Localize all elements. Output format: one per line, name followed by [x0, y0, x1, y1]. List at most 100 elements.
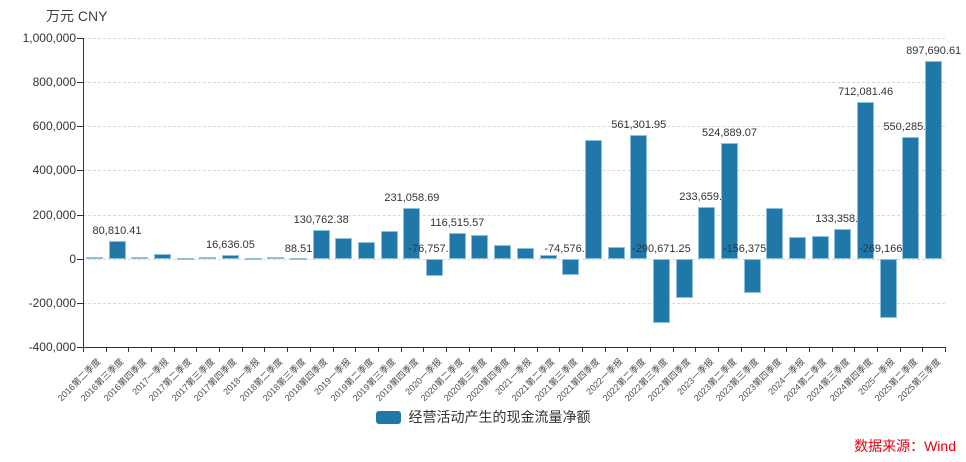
- y-axis-tick: [77, 258, 83, 260]
- bar-value-label: 130,762.38: [293, 213, 349, 226]
- x-axis-tick: [604, 347, 606, 352]
- bar[interactable]: [153, 254, 171, 259]
- bar-value-label: 133,358.31: [815, 213, 871, 226]
- x-axis-tick: [945, 347, 946, 352]
- legend[interactable]: 经营活动产生的现金流量净额: [0, 407, 966, 427]
- x-axis-tick: [922, 347, 924, 352]
- x-axis-tick: [400, 347, 402, 352]
- bar[interactable]: [85, 256, 103, 259]
- x-axis-tick: [695, 347, 697, 352]
- bar[interactable]: [766, 207, 784, 259]
- x-axis-tick: [423, 347, 425, 352]
- bar[interactable]: [358, 241, 376, 259]
- bar[interactable]: [539, 254, 557, 259]
- bar[interactable]: [743, 258, 761, 294]
- gridline: [83, 82, 945, 84]
- x-axis-tick: [559, 347, 561, 352]
- bar[interactable]: [652, 258, 670, 323]
- gridline: [83, 38, 945, 39]
- bar[interactable]: [630, 134, 648, 259]
- bar-value-label: 561,301.95: [611, 118, 667, 131]
- bar[interactable]: [335, 238, 353, 259]
- bar[interactable]: [675, 258, 693, 299]
- bar[interactable]: [131, 257, 149, 260]
- y-axis-unit-label: 万元 CNY: [46, 8, 108, 24]
- x-axis-tick: [355, 347, 357, 352]
- bar[interactable]: [516, 247, 534, 259]
- bar[interactable]: [448, 232, 466, 259]
- bar-value-label: 231,058.69: [384, 191, 440, 204]
- bar-value-label: -76,757.39: [408, 242, 461, 255]
- x-axis-tick: [332, 347, 334, 352]
- bar[interactable]: [244, 257, 262, 260]
- bar[interactable]: [584, 139, 602, 259]
- bar[interactable]: [380, 231, 398, 259]
- y-axis-line: [83, 38, 84, 347]
- bar-value-label: -74,576.97: [544, 242, 598, 255]
- bar[interactable]: [562, 258, 580, 276]
- bar[interactable]: [108, 240, 126, 259]
- x-axis-tick: [672, 347, 674, 352]
- y-axis-tick: [77, 126, 83, 128]
- bar[interactable]: [267, 256, 285, 259]
- x-axis-tick: [219, 347, 221, 352]
- x-axis-tick: [808, 347, 810, 352]
- bar[interactable]: [199, 256, 217, 259]
- bar[interactable]: [721, 142, 738, 259]
- bar[interactable]: [857, 101, 875, 259]
- gridline: [83, 258, 945, 260]
- x-axis-tick: [491, 347, 493, 352]
- x-axis-tick: [831, 347, 833, 352]
- bar-value-label: 88.51: [284, 242, 313, 255]
- bar-value-label: 550,285.65: [883, 121, 939, 134]
- bar-value-label: 712,081.46: [838, 85, 894, 98]
- y-axis-label: -400,000: [28, 340, 76, 354]
- bar[interactable]: [494, 244, 512, 259]
- y-axis-label: 600,000: [32, 119, 76, 134]
- x-axis-tick: [514, 347, 515, 352]
- bar[interactable]: [403, 207, 421, 259]
- bar[interactable]: [902, 137, 920, 259]
- bar[interactable]: [698, 207, 716, 259]
- bar[interactable]: [312, 229, 330, 259]
- x-axis-tick: [718, 347, 720, 352]
- x-axis-tick: [173, 347, 175, 352]
- y-axis-label: 400,000: [32, 163, 76, 178]
- bar-value-label: 80,810.41: [92, 224, 142, 237]
- bar[interactable]: [879, 258, 897, 319]
- x-axis-tick: [536, 347, 538, 352]
- x-axis-tick: [241, 347, 243, 352]
- gridline: [83, 170, 945, 172]
- bar-value-label: 116,515.57: [430, 216, 485, 229]
- x-axis-tick: [582, 347, 584, 352]
- x-axis-tick: [468, 347, 470, 352]
- y-axis-label: 200,000: [32, 207, 76, 222]
- bar[interactable]: [834, 229, 852, 259]
- gridline: [83, 302, 945, 304]
- bar[interactable]: [176, 257, 194, 260]
- legend-label[interactable]: 经营活动产生的现金流量净额: [408, 409, 591, 425]
- x-axis-tick: [740, 347, 742, 352]
- bar[interactable]: [607, 247, 625, 259]
- bar[interactable]: [290, 257, 307, 260]
- y-axis-tick: [77, 170, 83, 172]
- bar[interactable]: [789, 237, 807, 259]
- y-axis-label: 0: [69, 251, 76, 266]
- x-axis-tick: [105, 347, 107, 352]
- x-axis-tick: [83, 347, 84, 352]
- bar[interactable]: [471, 234, 489, 259]
- bar[interactable]: [811, 235, 829, 259]
- bar-value-label: -290,671.25: [632, 242, 691, 255]
- y-axis-label: 800,000: [32, 75, 76, 90]
- x-axis-tick: [627, 347, 629, 352]
- gridline: [83, 126, 945, 128]
- bar[interactable]: [221, 255, 239, 259]
- y-axis-tick: [77, 38, 83, 39]
- bar[interactable]: [925, 60, 943, 259]
- bar[interactable]: [426, 258, 444, 276]
- y-axis-tick: [77, 214, 83, 216]
- data-source-note: 数据来源：Wind: [854, 438, 956, 454]
- x-axis-tick: [309, 347, 311, 352]
- legend-swatch-icon[interactable]: [375, 410, 401, 424]
